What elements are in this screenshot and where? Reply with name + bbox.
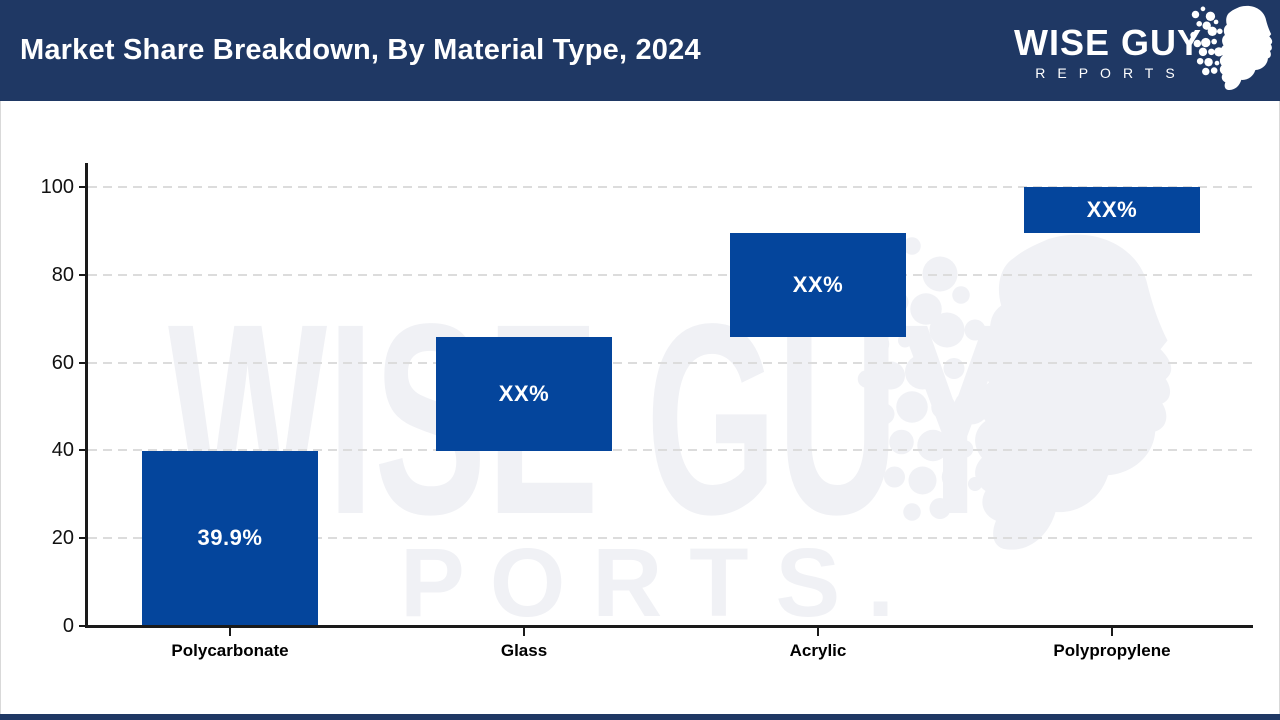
header: Market Share Breakdown, By Material Type… bbox=[0, 0, 1280, 101]
y-axis-tick-label: 60 bbox=[51, 351, 74, 374]
y-axis-tick bbox=[79, 273, 88, 276]
y-gridline bbox=[88, 449, 1253, 452]
y-axis-tick-label: 80 bbox=[51, 263, 74, 286]
y-axis-tick bbox=[79, 186, 88, 188]
footer-bar bbox=[0, 714, 1280, 720]
logo-head-icon bbox=[1190, 5, 1273, 90]
y-gridline bbox=[88, 537, 1253, 540]
logo-wordmark: WISE GUY bbox=[1013, 22, 1202, 63]
x-axis-tick bbox=[523, 627, 525, 636]
bar-value-label: XX% bbox=[1086, 197, 1138, 223]
y-axis-tick bbox=[79, 449, 88, 452]
brand-logo-text: WISE GUY REPORTS bbox=[1013, 22, 1202, 82]
x-axis-category-label: Acrylic bbox=[789, 641, 847, 660]
bar-segment-acrylic: XX% bbox=[730, 233, 906, 337]
x-axis-tick bbox=[817, 627, 819, 636]
y-axis-tick bbox=[79, 537, 88, 540]
bar-segment-polypropylene: XX% bbox=[1024, 187, 1200, 234]
watermark-subtext: P O R T S . bbox=[400, 528, 895, 637]
bar-value-label: 39.9% bbox=[197, 525, 263, 551]
y-gridline bbox=[88, 186, 1253, 188]
y-axis-tick bbox=[79, 625, 88, 627]
x-axis-tick bbox=[229, 627, 231, 636]
y-axis-tick-label: 0 bbox=[62, 615, 74, 637]
x-axis-category-label: Glass bbox=[500, 641, 548, 660]
bar-value-label: XX% bbox=[498, 380, 550, 406]
bar-segment-glass: XX% bbox=[436, 336, 612, 451]
y-axis-tick bbox=[79, 361, 88, 364]
y-gridline bbox=[88, 273, 1253, 276]
x-axis-line bbox=[85, 625, 1253, 628]
x-axis-tick bbox=[1111, 627, 1113, 636]
brand-logo: WISE GUY REPORTS bbox=[1014, 3, 1274, 97]
y-axis-tick-label: 40 bbox=[51, 439, 74, 462]
logo-subtext: REPORTS bbox=[1035, 65, 1187, 81]
y-axis-line bbox=[85, 163, 88, 628]
y-axis-tick-label: 100 bbox=[40, 176, 74, 198]
y-gridline bbox=[88, 361, 1253, 364]
y-axis-tick-label: 20 bbox=[51, 527, 74, 550]
bar-segment-polycarbonate: 39.9% bbox=[142, 450, 318, 626]
x-axis-category-label: Polypropylene bbox=[1053, 641, 1171, 660]
page-title: Market Share Breakdown, By Material Type… bbox=[20, 34, 701, 66]
bar-value-label: XX% bbox=[792, 271, 844, 297]
x-axis-category-label: Polycarbonate bbox=[171, 641, 289, 660]
